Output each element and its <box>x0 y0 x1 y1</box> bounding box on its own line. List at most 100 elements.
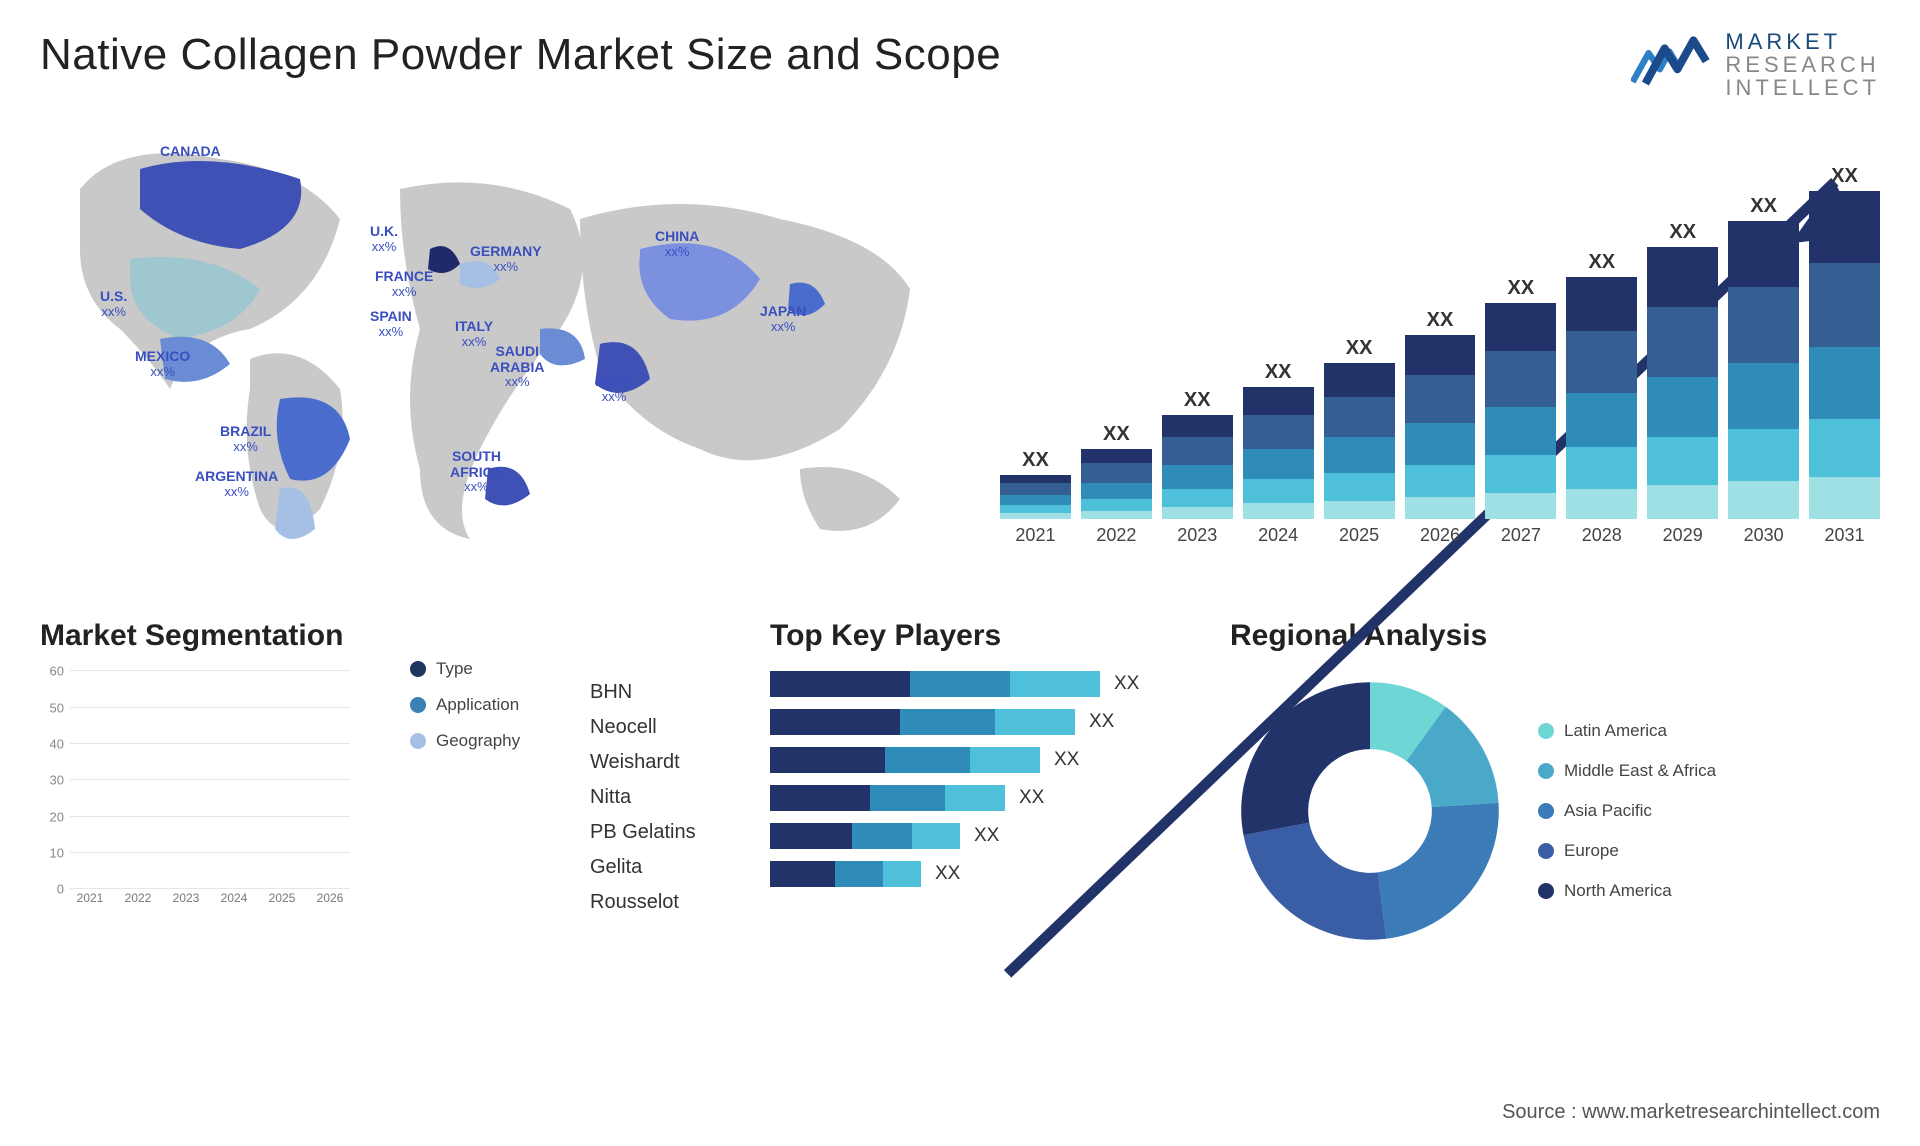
player-hbar-seg <box>870 785 945 811</box>
player-hbar-seg <box>883 861 921 887</box>
legend-label: Latin America <box>1564 721 1667 741</box>
main-bar-value: XX <box>1243 361 1314 384</box>
seg-ytick: 0 <box>57 882 64 897</box>
main-bar-2031: XX <box>1809 191 1880 519</box>
key-player-name: PB Gelatins <box>590 815 740 850</box>
main-bar-value: XX <box>1647 221 1718 244</box>
main-bar-2022: XX <box>1081 449 1152 519</box>
main-bar-seg <box>1000 495 1071 505</box>
map-label-france: FRANCExx% <box>375 269 433 299</box>
map-label-argentina: ARGENTINAxx% <box>195 469 278 499</box>
players-title: Top Key Players <box>770 619 1200 653</box>
player-value: XX <box>1054 749 1079 771</box>
legend-label: Application <box>436 695 519 715</box>
legend-dot-icon <box>1538 843 1554 859</box>
legend-dot-icon <box>1538 883 1554 899</box>
legend-dot-icon <box>410 697 426 713</box>
player-value: XX <box>974 825 999 847</box>
donut-slice <box>1243 823 1386 940</box>
main-bar-seg <box>1243 387 1314 415</box>
main-bar-seg <box>1243 479 1314 503</box>
main-bar-seg <box>1324 501 1395 519</box>
main-bar-seg <box>1566 447 1637 489</box>
main-bar-seg <box>1566 331 1637 393</box>
main-bar-seg <box>1243 449 1314 479</box>
seg-xlabel: 2025 <box>262 891 302 911</box>
logo-line3: INTELLECT <box>1725 76 1880 99</box>
world-map-panel: CANADAxx%U.S.xx%MEXICOxx%BRAZILxx%ARGENT… <box>40 129 940 559</box>
map-label-japan: JAPANxx% <box>760 304 806 334</box>
player-hbar-seg <box>770 747 885 773</box>
main-xlabel: 2030 <box>1728 519 1799 559</box>
main-bar-seg <box>1809 477 1880 519</box>
main-bar-seg <box>1485 455 1556 493</box>
map-label-safrica: SOUTHAFRICAxx% <box>450 449 503 494</box>
regional-donut <box>1230 671 1510 951</box>
map-label-saudi: SAUDIARABIAxx% <box>490 344 544 389</box>
map-label-brazil: BRAZILxx% <box>220 424 271 454</box>
regional-legend-item: Asia Pacific <box>1538 801 1716 821</box>
main-bar-seg <box>1405 497 1476 519</box>
seg-legend-item: Application <box>410 695 560 715</box>
map-label-uk: U.K.xx% <box>370 224 398 254</box>
main-bar-seg <box>1081 499 1152 511</box>
player-row: XX <box>770 823 1200 849</box>
seg-xlabel: 2021 <box>70 891 110 911</box>
player-hbar-seg <box>770 709 900 735</box>
main-bar-2029: XX <box>1647 247 1718 519</box>
main-bar-seg <box>1243 415 1314 449</box>
key-player-name: Gelita <box>590 850 740 885</box>
player-hbar-seg <box>770 823 852 849</box>
main-bar-seg <box>1162 507 1233 519</box>
main-bar-2026: XX <box>1405 335 1476 519</box>
regional-legend-item: Latin America <box>1538 721 1716 741</box>
main-bar-seg <box>1000 483 1071 495</box>
main-bar-seg <box>1162 489 1233 507</box>
main-xlabel: 2021 <box>1000 519 1071 559</box>
player-hbar-seg <box>912 823 960 849</box>
seg-ytick: 60 <box>50 664 64 679</box>
player-hbar <box>770 785 1005 811</box>
main-bar-seg <box>1809 191 1880 263</box>
map-label-china: CHINAxx% <box>655 229 699 259</box>
main-bar-seg <box>1566 489 1637 519</box>
page-title: Native Collagen Powder Market Size and S… <box>40 30 1001 80</box>
map-label-italy: ITALYxx% <box>455 319 493 349</box>
main-bar-value: XX <box>1809 165 1880 188</box>
player-hbar <box>770 823 960 849</box>
main-bar-seg <box>1485 407 1556 455</box>
main-bar-seg <box>1647 377 1718 437</box>
regional-legend-item: Middle East & Africa <box>1538 761 1716 781</box>
player-hbar-seg <box>900 709 995 735</box>
player-row: XX <box>770 747 1200 773</box>
legend-label: Europe <box>1564 841 1619 861</box>
key-player-name: Weishardt <box>590 745 740 780</box>
seg-ytick: 20 <box>50 809 64 824</box>
main-bar-seg <box>1485 351 1556 407</box>
legend-label: North America <box>1564 881 1672 901</box>
main-bar-seg <box>1566 277 1637 331</box>
main-chart-panel: XXXXXXXXXXXXXXXXXXXXXX 20212022202320242… <box>980 129 1880 559</box>
player-hbar <box>770 671 1100 697</box>
segmentation-title: Market Segmentation <box>40 619 382 653</box>
donut-slice <box>1241 682 1370 835</box>
main-bar-seg <box>1728 429 1799 481</box>
main-bar-2024: XX <box>1243 387 1314 519</box>
main-bar-seg <box>1647 437 1718 485</box>
main-bar-seg <box>1162 465 1233 489</box>
main-bar-seg <box>1647 485 1718 519</box>
main-bar-seg <box>1647 307 1718 377</box>
main-bar-seg <box>1000 505 1071 513</box>
main-bar-seg <box>1081 483 1152 499</box>
main-xlabel: 2022 <box>1081 519 1152 559</box>
main-bar-2023: XX <box>1162 415 1233 519</box>
main-xlabel: 2027 <box>1485 519 1556 559</box>
main-bar-seg <box>1405 375 1476 423</box>
main-bar-seg <box>1728 221 1799 287</box>
main-bar-seg <box>1243 503 1314 519</box>
seg-ytick: 30 <box>50 773 64 788</box>
key-player-name: BHN <box>590 675 740 710</box>
seg-legend-item: Type <box>410 659 560 679</box>
main-bar-seg <box>1405 335 1476 375</box>
legend-dot-icon <box>410 733 426 749</box>
